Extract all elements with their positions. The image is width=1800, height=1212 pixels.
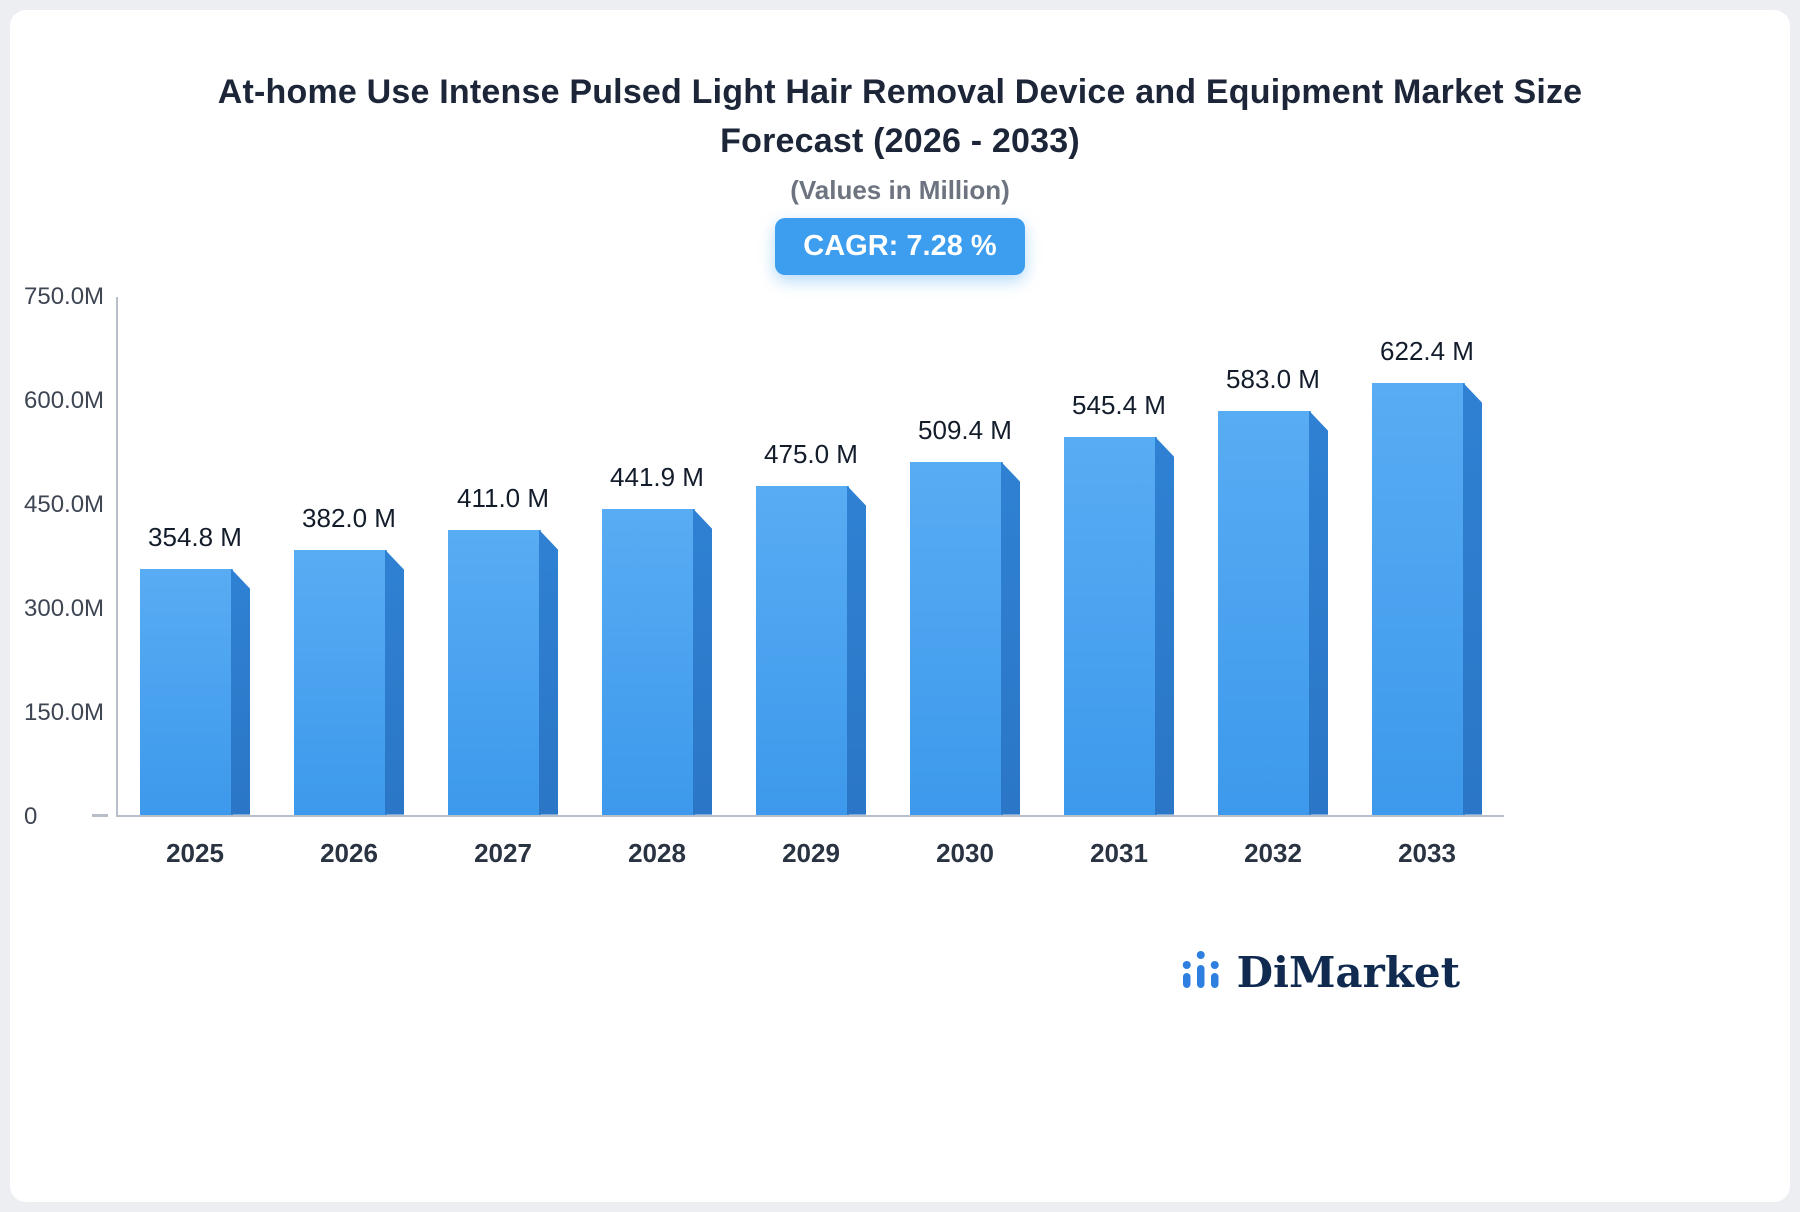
bar-group-2027: 411.0 M 2027 (426, 297, 580, 868)
chart-card: At-home Use Intense Pulsed Light Hair Re… (10, 10, 1790, 1202)
bar-front-face (1218, 410, 1311, 815)
cagr-badge: CAGR: 7.28 % (775, 217, 1025, 275)
bar-side-face (847, 485, 866, 815)
zero-tick (92, 813, 108, 817)
bar (756, 485, 866, 815)
x-axis-label: 2027 (474, 837, 532, 868)
x-axis-label: 2026 (320, 837, 378, 868)
bar-value-label: 509.4 M (918, 414, 1012, 445)
bar-group-2029: 475.0 M 2029 (734, 297, 888, 868)
bar (448, 529, 558, 815)
bar-group-2028: 441.9 M 2028 (580, 297, 734, 868)
bar-front-face (1064, 436, 1157, 815)
bar-side-face (385, 549, 404, 815)
bar-chart: 750.0M 600.0M 450.0M 300.0M 150.0M 0 354.8 M 2… (10, 283, 1790, 868)
chart-title-line-2: Forecast (2026 - 2033) (720, 122, 1080, 161)
bar-side-face (1309, 410, 1328, 815)
plot-area: 354.8 M 2025 382.0 M 2026 411.0 M 2027 441.9 M… (92, 296, 1504, 868)
bar-side-face (693, 508, 712, 815)
bar-side-face (539, 529, 558, 815)
y-tick-label: 150.0M (24, 698, 105, 726)
bar-side-face (1155, 436, 1174, 815)
bar (294, 549, 404, 815)
bar-side-face (231, 568, 250, 815)
x-axis-label: 2028 (628, 837, 686, 868)
bar (1372, 382, 1482, 815)
bar-side-face (1463, 382, 1482, 815)
bar-group-2025: 354.8 M 2025 (118, 297, 272, 868)
bar-front-face (910, 461, 1003, 815)
x-axis-label: 2033 (1398, 837, 1456, 868)
bar (1218, 410, 1328, 815)
bar-group-2031: 545.4 M 2031 (1042, 297, 1196, 868)
bar-chart-logo-icon (1177, 946, 1225, 999)
x-axis-label: 2025 (166, 837, 224, 868)
bar-front-face (140, 568, 233, 815)
y-tick-label: 600.0M (24, 386, 105, 414)
cagr-badge-wrap: CAGR: 7.28 % (10, 217, 1790, 275)
y-tick-label: 0 (24, 802, 38, 830)
bar-front-face (1372, 382, 1465, 815)
chart-header: At-home Use Intense Pulsed Light Hair Re… (10, 10, 1790, 275)
bar (1064, 436, 1174, 815)
bar-value-label: 354.8 M (148, 521, 242, 552)
bar (140, 568, 250, 815)
bar-group-2032: 583.0 M 2032 (1196, 297, 1350, 868)
bar-value-label: 622.4 M (1380, 335, 1474, 366)
bar-value-label: 411.0 M (456, 482, 550, 513)
bar-value-label: 583.0 M (1226, 363, 1320, 394)
bar (910, 461, 1020, 815)
x-axis-label: 2030 (936, 837, 994, 868)
x-axis-label: 2031 (1090, 837, 1148, 868)
bar-side-face (1001, 461, 1020, 815)
chart-title-line-1: At-home Use Intense Pulsed Light Hair Re… (217, 73, 1583, 111)
y-tick-label: 300.0M (24, 594, 105, 622)
bar-value-label: 382.0 M (302, 502, 396, 533)
y-tick-label: 750.0M (24, 282, 105, 310)
logo-text: DiMarket (1236, 947, 1460, 997)
bar-group-2026: 382.0 M 2026 (272, 297, 426, 868)
x-axis-label: 2032 (1244, 837, 1302, 868)
bar-value-label: 545.4 M (1072, 389, 1166, 420)
bar-group-2030: 509.4 M 2030 (888, 297, 1042, 868)
bar-front-face (756, 485, 849, 815)
bar-value-label: 441.9 M (610, 461, 704, 492)
chart-subtitle: (Values in Million) (790, 174, 1010, 205)
bar-front-face (448, 529, 541, 815)
dimarket-logo: DiMarket (1177, 946, 1460, 999)
bar-value-label: 475.0 M (764, 438, 858, 469)
y-tick-label: 450.0M (24, 490, 105, 518)
bar-front-face (294, 549, 387, 815)
bar-front-face (602, 508, 695, 815)
y-axis: 750.0M 600.0M 450.0M 300.0M 150.0M 0 (24, 283, 116, 830)
x-axis-label: 2029 (782, 837, 840, 868)
bar (602, 508, 712, 815)
bar-group-2033: 622.4 M 2033 (1350, 297, 1504, 868)
